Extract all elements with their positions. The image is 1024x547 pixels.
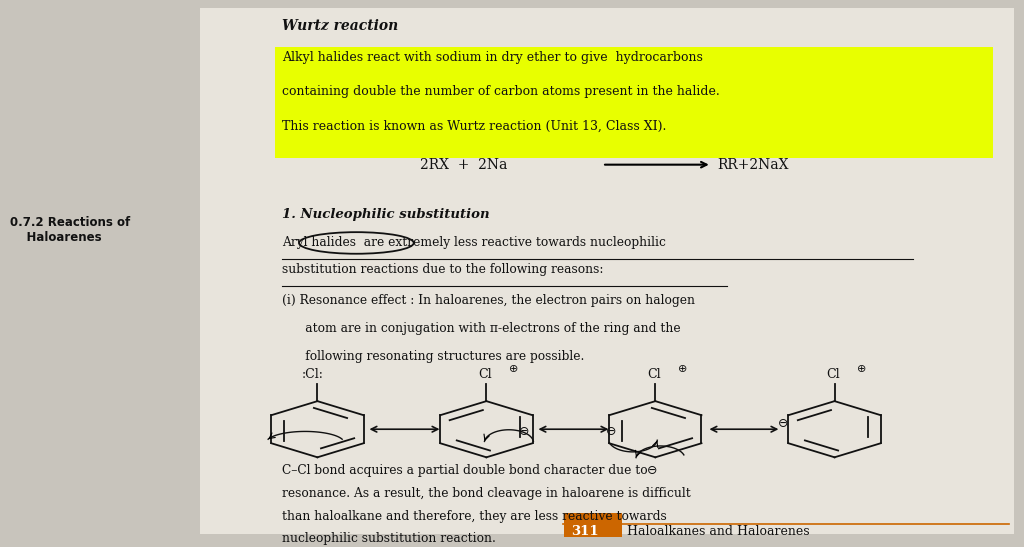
Text: ⊕: ⊕ — [509, 364, 518, 374]
Text: ⊖: ⊖ — [647, 464, 657, 478]
Text: substitution reactions due to the following reasons:: substitution reactions due to the follow… — [282, 264, 603, 276]
FancyBboxPatch shape — [200, 8, 1014, 534]
Text: containing double the number of carbon atoms present in the halide.: containing double the number of carbon a… — [282, 85, 719, 98]
Text: nucleophilic substitution reaction.: nucleophilic substitution reaction. — [282, 532, 496, 545]
Text: Cl: Cl — [478, 368, 492, 381]
Text: resonance. As a result, the bond cleavage in haloarene is difficult: resonance. As a result, the bond cleavag… — [282, 487, 690, 500]
Text: than haloalkane and therefore, they are less reactive towards: than haloalkane and therefore, they are … — [282, 510, 667, 523]
Text: :Cl:: :Cl: — [302, 368, 324, 381]
Text: Cl: Cl — [647, 368, 660, 381]
Text: C–Cl bond acquires a partial double bond character due to: C–Cl bond acquires a partial double bond… — [282, 464, 647, 478]
Text: Aryl halides  are extremely less reactive towards nucleophilic: Aryl halides are extremely less reactive… — [282, 236, 666, 249]
FancyBboxPatch shape — [564, 513, 622, 537]
Text: ⊖: ⊖ — [519, 426, 529, 438]
Text: Wurtz reaction: Wurtz reaction — [282, 19, 398, 33]
Text: Cl: Cl — [826, 368, 840, 381]
Text: following resonating structures are possible.: following resonating structures are poss… — [282, 351, 584, 363]
Text: RR+2NaX: RR+2NaX — [717, 158, 788, 172]
Text: 2RX  +  2Na: 2RX + 2Na — [420, 158, 507, 172]
Text: Haloalkanes and Haloarenes: Haloalkanes and Haloarenes — [627, 525, 809, 538]
Text: (i) Resonance effect : In haloarenes, the electron pairs on halogen: (i) Resonance effect : In haloarenes, th… — [282, 294, 694, 307]
Text: 1. Nucleophilic substitution: 1. Nucleophilic substitution — [282, 208, 489, 221]
Text: 311: 311 — [571, 525, 599, 538]
Text: This reaction is known as Wurtz reaction (Unit 13, Class XI).: This reaction is known as Wurtz reaction… — [282, 119, 666, 132]
Text: ⊖: ⊖ — [778, 417, 788, 430]
FancyBboxPatch shape — [275, 47, 993, 158]
Text: ⊕: ⊕ — [857, 364, 866, 374]
Text: 0.7.2 Reactions of
    Haloarenes: 0.7.2 Reactions of Haloarenes — [10, 216, 130, 244]
Text: Alkyl halides react with sodium in dry ether to give  hydrocarbons: Alkyl halides react with sodium in dry e… — [282, 51, 702, 65]
Text: ⊕: ⊕ — [678, 364, 687, 374]
Text: atom are in conjugation with π-electrons of the ring and the: atom are in conjugation with π-electrons… — [282, 322, 680, 335]
Text: ⊖: ⊖ — [606, 426, 616, 438]
